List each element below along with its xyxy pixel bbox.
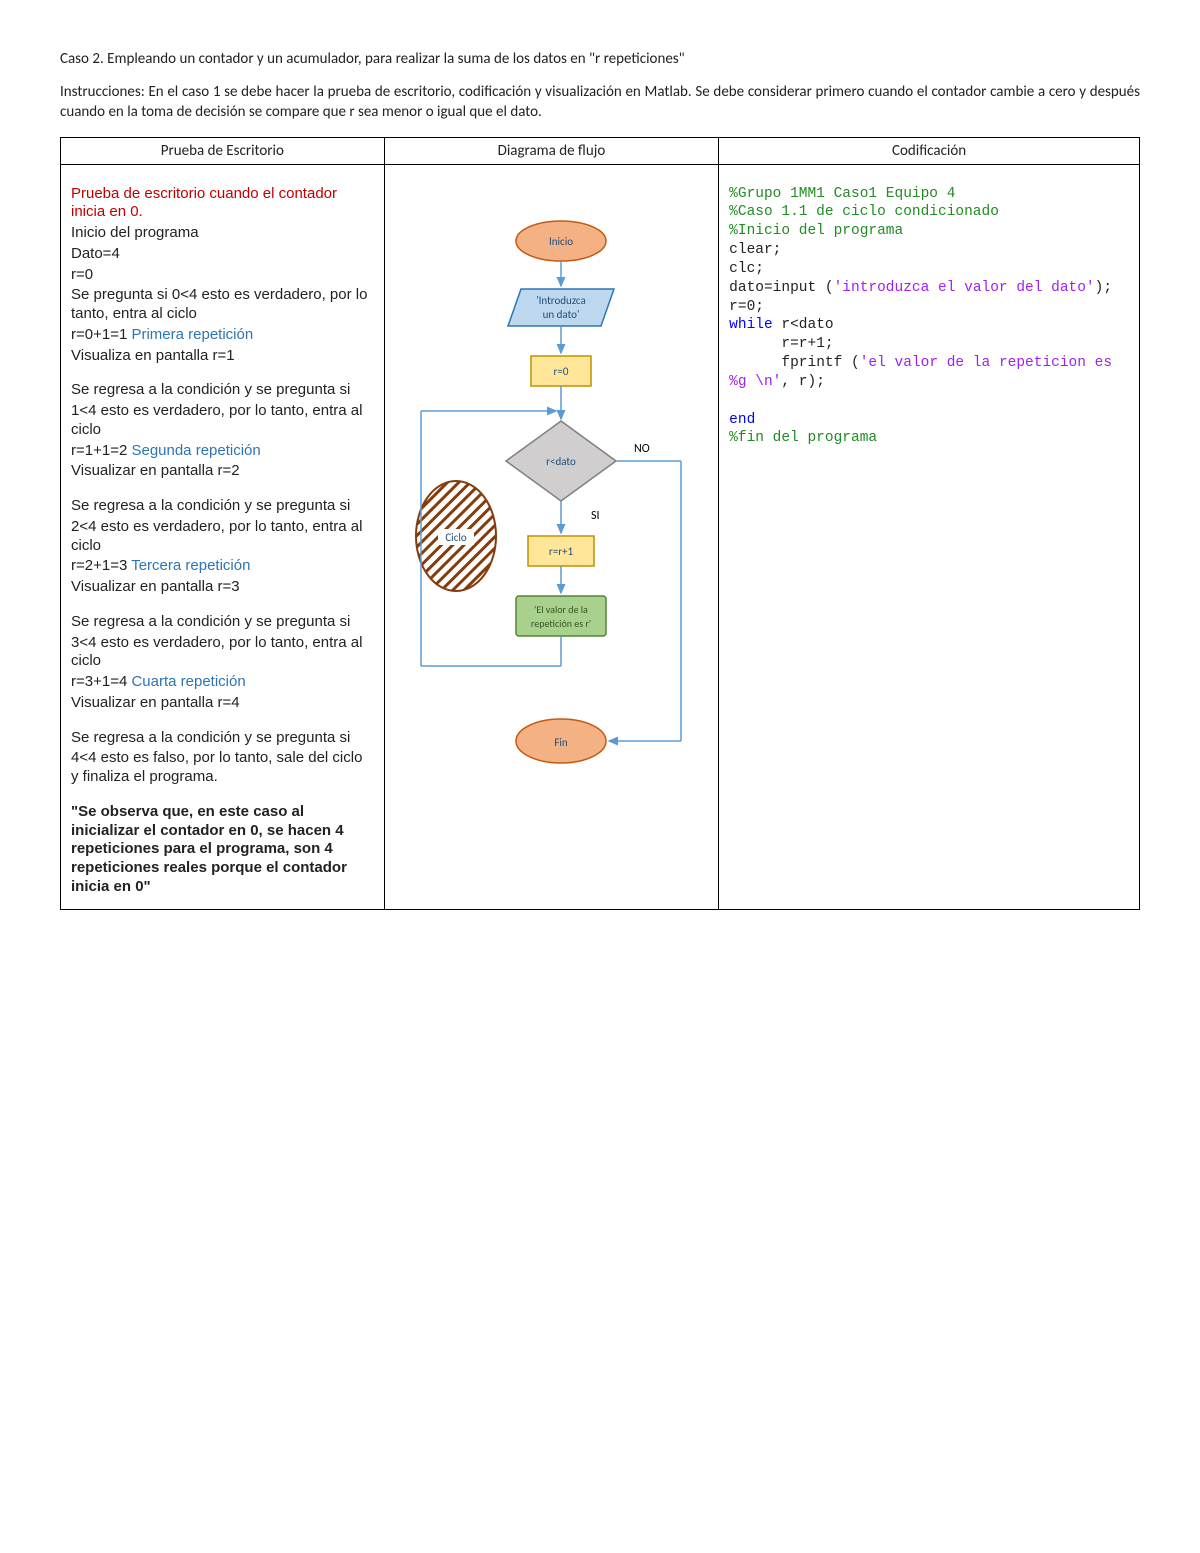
flow-ciclo-label: Ciclo xyxy=(446,531,468,544)
flow-output-l2: repetición es r' xyxy=(531,617,591,630)
prueba-line: Visualizar en pantalla r=2 xyxy=(71,462,374,481)
flow-inicio-label: Inicio xyxy=(549,235,573,248)
flow-input-l1: 'Introduzca xyxy=(537,294,587,307)
instructions: Instrucciones: En el caso 1 se debe hace… xyxy=(60,82,1140,123)
prueba-line: Se pregunta si 0<4 esto es verdadero, po… xyxy=(71,286,374,324)
prueba-line: Dato=4 xyxy=(71,245,374,264)
main-table: Prueba de Escritorio Diagrama de flujo C… xyxy=(60,137,1140,910)
prueba-line: r=0+1=1 Primera repetición xyxy=(71,326,374,345)
header-prueba: Prueba de Escritorio xyxy=(61,137,385,164)
prueba-line: 3<4 esto es verdadero, por lo tanto, ent… xyxy=(71,634,374,672)
prueba-line: Se regresa a la condición y se pregunta … xyxy=(71,729,374,748)
prueba-line: r=3+1=4 Cuarta repetición xyxy=(71,673,374,692)
flow-inc-label: r=r+1 xyxy=(549,545,574,558)
prueba-line: Inicio del programa xyxy=(71,224,374,243)
flow-decision-label: r<dato xyxy=(547,455,577,468)
header-diagrama: Diagrama de flujo xyxy=(384,137,718,164)
matlab-code: %Grupo 1MM1 Caso1 Equipo 4 %Caso 1.1 de … xyxy=(729,185,1129,449)
prueba-line: r=1+1=2 Segunda repetición xyxy=(71,442,374,461)
prueba-title-red: Prueba de escritorio cuando el contador … xyxy=(71,185,374,223)
prueba-line: Visualizar en pantalla r=4 xyxy=(71,694,374,713)
flow-input-l2: un dato' xyxy=(543,308,580,321)
flow-si-label: SI xyxy=(591,509,600,523)
flow-output-l1: 'El valor de la xyxy=(535,603,589,616)
prueba-line: r=0 xyxy=(71,266,374,285)
prueba-line: 1<4 esto es verdadero, por lo tanto, ent… xyxy=(71,402,374,440)
flow-rzero-label: r=0 xyxy=(554,365,569,378)
prueba-line: 4<4 esto es falso, por lo tanto, sale de… xyxy=(71,749,374,787)
cell-codificacion: %Grupo 1MM1 Caso1 Equipo 4 %Caso 1.1 de … xyxy=(719,164,1140,909)
prueba-line: Se regresa a la condición y se pregunta … xyxy=(71,497,374,516)
prueba-line: Visualizar en pantalla r=3 xyxy=(71,578,374,597)
header-codificacion: Codificación xyxy=(719,137,1140,164)
case-title: Caso 2. Empleando un contador y un acumu… xyxy=(60,50,1140,68)
prueba-line: Se regresa a la condición y se pregunta … xyxy=(71,613,374,632)
prueba-line: Se regresa a la condición y se pregunta … xyxy=(71,381,374,400)
flow-output-shape xyxy=(516,596,606,636)
cell-prueba: Prueba de escritorio cuando el contador … xyxy=(61,164,385,909)
prueba-line: r=2+1=3 Tercera repetición xyxy=(71,557,374,576)
flow-fin-label: Fin xyxy=(555,736,569,749)
prueba-line: 2<4 esto es verdadero, por lo tanto, ent… xyxy=(71,518,374,556)
prueba-observation: "Se observa que, en este caso al inicial… xyxy=(71,803,374,897)
flowchart-svg: Inicio 'Introduzca un dato' r=0 r<dato N… xyxy=(396,181,706,811)
prueba-line: Visualiza en pantalla r=1 xyxy=(71,347,374,366)
cell-diagrama: Inicio 'Introduzca un dato' r=0 r<dato N… xyxy=(384,164,718,909)
flow-no-label: NO xyxy=(634,442,650,456)
